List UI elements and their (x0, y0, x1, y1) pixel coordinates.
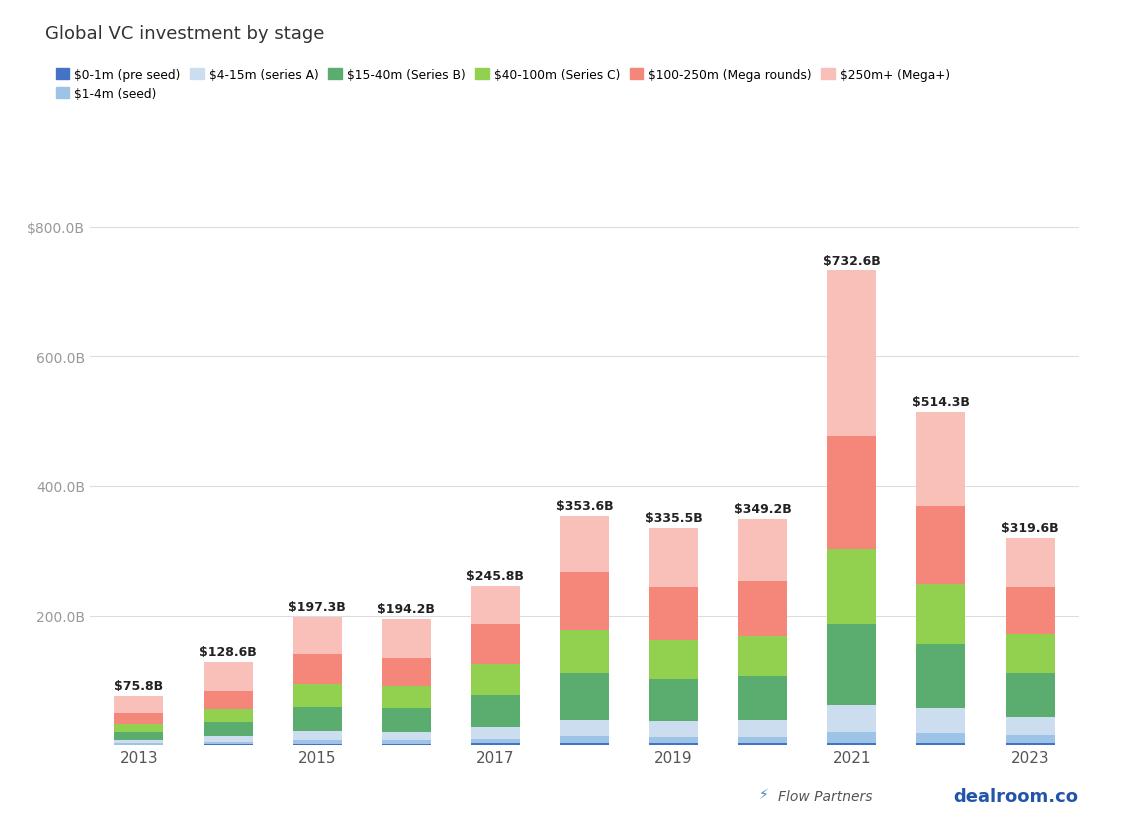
Text: $514.3B: $514.3B (912, 396, 970, 408)
Text: dealroom.co: dealroom.co (953, 787, 1078, 805)
Bar (827, 624, 877, 705)
Bar (203, 736, 253, 742)
Bar (115, 714, 163, 724)
Text: Flow Partners: Flow Partners (778, 789, 872, 803)
Bar (1006, 538, 1054, 587)
Bar (203, 742, 253, 744)
Bar (292, 618, 342, 654)
Bar (738, 676, 787, 720)
Bar (560, 673, 609, 720)
Bar (560, 517, 609, 572)
Bar (738, 636, 787, 676)
Bar (916, 644, 966, 709)
Bar (649, 640, 698, 679)
Bar (382, 709, 430, 732)
Bar (471, 744, 520, 745)
Text: $349.2B: $349.2B (734, 503, 791, 515)
Bar (382, 744, 430, 745)
Bar (916, 743, 966, 745)
Bar (1006, 744, 1054, 745)
Bar (827, 271, 877, 436)
Bar (382, 686, 430, 709)
Text: $197.3B: $197.3B (288, 600, 346, 614)
Bar (292, 684, 342, 707)
Text: Global VC investment by stage: Global VC investment by stage (45, 25, 325, 43)
Bar (827, 732, 877, 743)
Bar (203, 662, 253, 691)
Bar (738, 744, 787, 745)
Bar (827, 705, 877, 732)
Bar (292, 654, 342, 684)
Bar (649, 744, 698, 745)
Bar (649, 528, 698, 587)
Bar (560, 720, 609, 736)
Bar (827, 436, 877, 550)
Bar (115, 724, 163, 732)
Bar (1006, 673, 1054, 717)
Bar (560, 630, 609, 673)
Bar (738, 720, 787, 737)
Bar (916, 709, 966, 734)
Text: ⚡: ⚡ (759, 787, 769, 802)
Bar (649, 587, 698, 640)
Bar (916, 507, 966, 585)
Bar (916, 734, 966, 743)
Bar (649, 737, 698, 744)
Text: $75.8B: $75.8B (115, 679, 163, 692)
Bar (382, 658, 430, 686)
Legend: $0-1m (pre seed), $1-4m (seed), $4-15m (series A), $15-40m (Series B), $40-100m : $0-1m (pre seed), $1-4m (seed), $4-15m (… (51, 64, 954, 106)
Text: $335.5B: $335.5B (645, 511, 702, 524)
Bar (649, 679, 698, 721)
Bar (1006, 717, 1054, 735)
Bar (292, 740, 342, 744)
Bar (471, 695, 520, 727)
Bar (471, 586, 520, 624)
Bar (560, 743, 609, 745)
Text: $245.8B: $245.8B (466, 570, 524, 582)
Text: $732.6B: $732.6B (823, 254, 881, 267)
Bar (471, 727, 520, 739)
Bar (471, 664, 520, 695)
Bar (292, 731, 342, 740)
Bar (115, 696, 163, 714)
Text: $353.6B: $353.6B (555, 499, 614, 513)
Bar (1006, 735, 1054, 744)
Bar (471, 624, 520, 664)
Bar (560, 572, 609, 630)
Bar (738, 519, 787, 580)
Bar (382, 619, 430, 658)
Bar (203, 722, 253, 736)
Bar (1006, 634, 1054, 673)
Bar (203, 709, 253, 722)
Bar (916, 412, 966, 507)
Bar (203, 691, 253, 709)
Bar (382, 740, 430, 744)
Text: $128.6B: $128.6B (199, 645, 257, 658)
Bar (292, 744, 342, 745)
Bar (1006, 587, 1054, 634)
Bar (382, 732, 430, 740)
Bar (827, 743, 877, 745)
Text: $194.2B: $194.2B (378, 603, 435, 616)
Bar (292, 707, 342, 731)
Bar (827, 550, 877, 624)
Bar (649, 721, 698, 737)
Bar (115, 740, 163, 744)
Bar (203, 744, 253, 745)
Bar (738, 580, 787, 636)
Bar (115, 732, 163, 740)
Text: $319.6B: $319.6B (1001, 522, 1059, 535)
Bar (738, 737, 787, 744)
Bar (916, 585, 966, 644)
Bar (471, 739, 520, 744)
Bar (560, 736, 609, 743)
